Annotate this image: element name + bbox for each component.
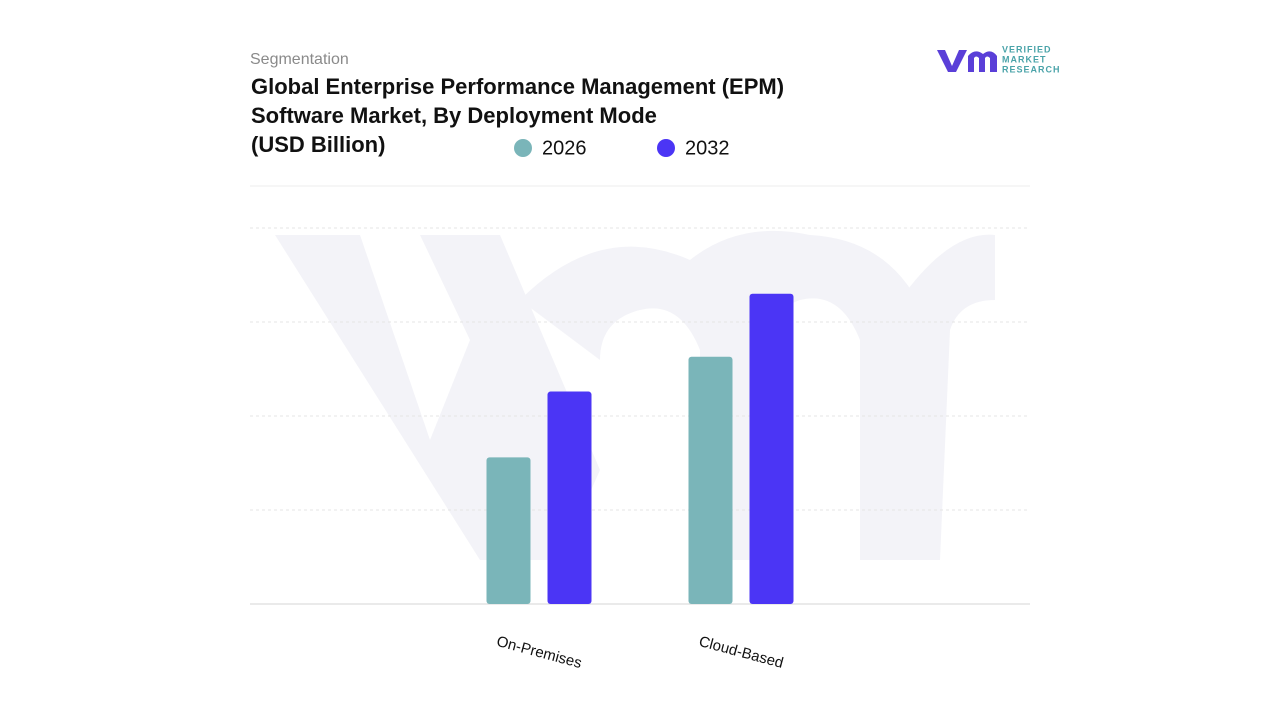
logo: VERIFIED MARKET RESEARCH [937, 44, 1061, 74]
chart-title: (USD Billion) [251, 132, 385, 157]
logo-text: MARKET [1002, 54, 1047, 64]
legend-swatch [514, 139, 532, 157]
bar [547, 391, 592, 604]
logo-text: VERIFIED [1002, 44, 1052, 54]
bar [749, 293, 794, 604]
legend-label: 2032 [685, 137, 730, 159]
x-tick-label: Cloud-Based [697, 633, 785, 672]
watermark [275, 230, 995, 560]
bar [486, 457, 531, 604]
chart-title: Software Market, By Deployment Mode [251, 103, 657, 128]
bar [688, 356, 733, 604]
logo-mark [937, 50, 997, 72]
subtitle: Segmentation [250, 51, 349, 68]
legend-label: 2026 [542, 137, 587, 159]
x-tick-label: On-Premises [495, 633, 584, 672]
logo-text: RESEARCH [1002, 64, 1061, 74]
chart-title: Global Enterprise Performance Management… [251, 74, 784, 99]
legend-swatch [657, 139, 675, 157]
